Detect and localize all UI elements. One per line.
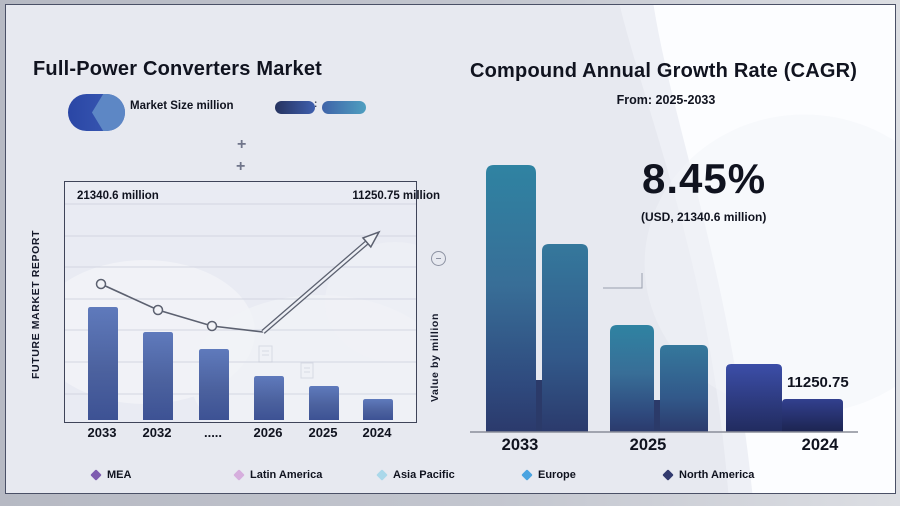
market-bar-2025	[309, 386, 339, 420]
legend-label-north-america: North America	[679, 469, 755, 481]
x-label-2024: 2024	[362, 425, 392, 440]
market-size-chart-plot	[65, 203, 416, 422]
market-bar-.....	[199, 349, 229, 420]
minus-circle-icon: –	[431, 251, 446, 266]
trend-line-arrow	[95, 230, 381, 334]
ratio-pill-left-icon	[275, 101, 315, 114]
market-size-chart: 21340.6 million 11250.75 million	[64, 181, 440, 423]
cagr-bar-tall-2024	[726, 364, 782, 432]
bar-bridge-2033	[534, 380, 544, 432]
chart-value-right: 11250.75 million	[352, 190, 440, 202]
bar-bridge-2025	[652, 400, 662, 432]
ratio-separator: :	[314, 99, 318, 110]
background-blob	[644, 114, 895, 414]
ratio-pill-right-icon	[322, 101, 366, 114]
legend-item-mea: MEA	[90, 469, 132, 481]
market-size-legend-label: Market Size million	[130, 100, 234, 112]
left-panel-title: Full-Power Converters Market	[33, 58, 323, 80]
bar-value-label: 11250.75	[787, 374, 849, 391]
trend-marker	[206, 320, 218, 332]
legend-item-asia-pacific: Asia Pacific	[376, 469, 455, 481]
step-bracket-decoration	[603, 273, 643, 289]
market-bar-2026	[254, 376, 284, 420]
x-label-2026: 2026	[253, 425, 283, 440]
market-bar-2033	[88, 307, 118, 420]
legend-label-europe: Europe	[538, 469, 576, 481]
legend-item-latin-america: Latin America	[233, 469, 323, 481]
trend-line	[100, 283, 264, 333]
diamond-icon-north-america	[662, 469, 674, 481]
legend-label-latin-america: Latin America	[250, 469, 323, 481]
diamond-icon-asia-pacific	[376, 469, 388, 481]
y-axis-right-label: Value by million	[429, 313, 441, 403]
cagr-bar-chart	[470, 165, 858, 433]
legend-label-mea: MEA	[107, 469, 132, 481]
diamond-icon-mea	[90, 469, 102, 481]
market-bars	[88, 307, 393, 420]
arrow-shaft-inner	[262, 238, 371, 333]
legend-item-europe: Europe	[521, 469, 576, 481]
trend-marker	[95, 278, 107, 290]
y-axis-left-label: FUTURE MARKET REPORT	[30, 229, 42, 379]
background-white-region	[653, 5, 895, 493]
arrow-head	[361, 230, 381, 249]
legend-label-asia-pacific: Asia Pacific	[393, 469, 455, 481]
plus-decoration-2: +	[236, 158, 246, 175]
diamond-icon-latin-america	[233, 469, 245, 481]
cagr-bar-short-2033	[542, 244, 588, 432]
right-panel-subtitle: From: 2025-2033	[616, 93, 716, 107]
chart-value-left: 21340.6 million	[77, 190, 159, 202]
plus-decoration-1: +	[237, 136, 247, 153]
pill-facet-shape	[91, 94, 125, 131]
cagr-bar-tall-2025	[610, 325, 654, 432]
x-label-2033: 2033	[87, 425, 117, 440]
cagr-bar-short-2024	[782, 399, 843, 432]
market-bar-2032	[143, 332, 173, 420]
legend-item-north-america: North America	[662, 469, 755, 481]
x-label-2032: 2032	[142, 425, 172, 440]
right-x-label-2024: 2024	[801, 436, 839, 454]
cagr-value: 8.45%	[642, 155, 767, 202]
x-label-ellipsis: .....	[203, 425, 223, 440]
trend-marker	[152, 304, 164, 316]
background-curve	[619, 5, 895, 493]
x-label-2025: 2025	[308, 425, 338, 440]
right-x-label-2033: 2033	[501, 436, 539, 454]
minus-glyph: –	[435, 252, 442, 264]
cagr-detail: (USD, 21340.6 million)	[641, 210, 767, 224]
market-size-pill-icon	[68, 94, 125, 131]
watermark-doc-icons	[258, 345, 314, 379]
infographic-content: Full-Power Converters Market Market Size…	[5, 4, 896, 494]
cagr-bar-tall-2033	[486, 165, 536, 432]
right-x-label-2025: 2025	[629, 436, 667, 454]
right-panel-title: Compound Annual Growth Rate (CAGR)	[470, 60, 858, 82]
cagr-bars	[486, 165, 843, 432]
market-bar-2024	[363, 399, 393, 420]
cagr-bar-short-2025	[660, 345, 708, 432]
diamond-icon-europe	[521, 469, 533, 481]
